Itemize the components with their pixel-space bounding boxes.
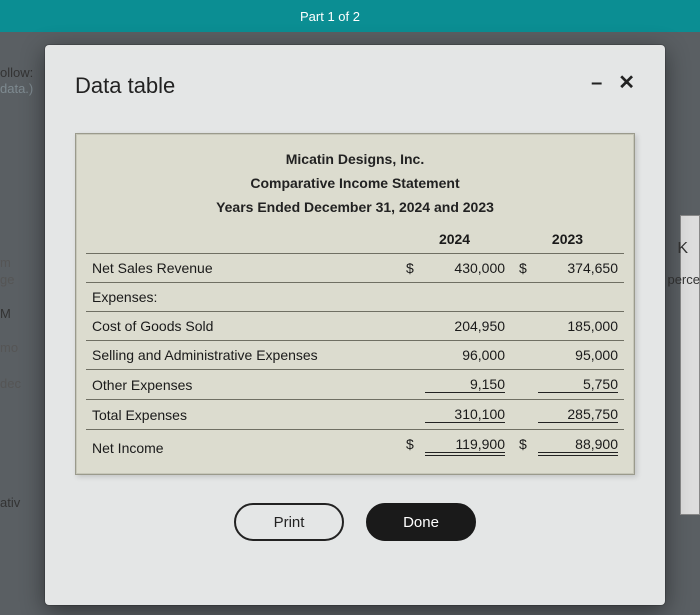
part-label: Part 1 of 2 <box>300 9 360 24</box>
row-net-income: Net Income 119,900 88,900 <box>86 430 624 463</box>
val-other-2024: 9,150 <box>425 376 505 393</box>
val-sga-2024: 96,000 <box>398 341 511 370</box>
company-name: Micatin Designs, Inc. <box>86 148 624 172</box>
col-2023: 2023 <box>511 225 624 254</box>
label-total-exp: Total Expenses <box>86 400 398 430</box>
row-expenses-label: Expenses: <box>86 283 624 312</box>
statement-title: Comparative Income Statement <box>86 172 624 196</box>
val-other-2023: 5,750 <box>538 376 618 393</box>
val-total-exp-2023: 285,750 <box>538 406 618 423</box>
row-net-sales: Net Sales Revenue 430,000 374,650 <box>86 254 624 283</box>
data-table-modal: Data table – ✕ Micatin Designs, Inc. Com… <box>45 45 665 605</box>
modal-header: Data table – ✕ <box>75 73 635 99</box>
minimize-icon[interactable]: – <box>591 73 602 93</box>
label-cogs: Cost of Goods Sold <box>86 312 398 341</box>
app-topbar: Part 1 of 2 <box>0 0 700 32</box>
row-other: Other Expenses 9,150 5,750 <box>86 370 624 400</box>
bg-text-data: data.) <box>0 81 33 96</box>
bg-text-mo: mo <box>0 340 18 355</box>
val-total-exp-2024: 310,100 <box>425 406 505 423</box>
val-net-income-2023: 88,900 <box>538 436 618 456</box>
val-cogs-2023: 185,000 <box>511 312 624 341</box>
row-cogs: Cost of Goods Sold 204,950 185,000 <box>86 312 624 341</box>
modal-footer: Print Done <box>75 503 635 541</box>
label-net-income: Net Income <box>86 430 398 463</box>
bg-text-m: m <box>0 255 11 270</box>
row-total-expenses: Total Expenses 310,100 285,750 <box>86 400 624 430</box>
bg-panel-right <box>680 215 700 515</box>
statement-heading: Micatin Designs, Inc. Comparative Income… <box>86 148 624 219</box>
label-net-sales: Net Sales Revenue <box>86 254 398 283</box>
column-header-row: 2024 2023 <box>86 225 624 254</box>
income-statement-sheet: Micatin Designs, Inc. Comparative Income… <box>75 133 635 475</box>
row-sga: Selling and Administrative Expenses 96,0… <box>86 341 624 370</box>
col-2024: 2024 <box>398 225 511 254</box>
statement-period: Years Ended December 31, 2024 and 2023 <box>86 196 624 220</box>
val-net-income-2024: 119,900 <box>425 436 505 456</box>
bg-text-ge: ge <box>0 272 14 287</box>
label-sga: Selling and Administrative Expenses <box>86 341 398 370</box>
close-icon[interactable]: ✕ <box>618 73 635 93</box>
done-button[interactable]: Done <box>366 503 476 541</box>
val-sga-2023: 95,000 <box>511 341 624 370</box>
bg-text-ativ: ativ <box>0 495 20 510</box>
val-cogs-2024: 204,950 <box>398 312 511 341</box>
bg-text-M: M <box>0 306 11 321</box>
val-net-sales-2023: 374,650 <box>511 254 624 283</box>
window-controls: – ✕ <box>591 73 635 93</box>
label-expenses: Expenses: <box>86 283 398 312</box>
bg-text-perc: perce <box>667 272 700 287</box>
label-other: Other Expenses <box>86 370 398 400</box>
income-statement-table: 2024 2023 Net Sales Revenue 430,000 374,… <box>86 225 624 462</box>
bg-text-k: K <box>677 240 688 258</box>
print-button[interactable]: Print <box>234 503 344 541</box>
val-net-sales-2024: 430,000 <box>398 254 511 283</box>
modal-title: Data table <box>75 73 175 99</box>
bg-text-de: dec <box>0 376 21 391</box>
bg-text-follow: ollow: <box>0 65 33 80</box>
